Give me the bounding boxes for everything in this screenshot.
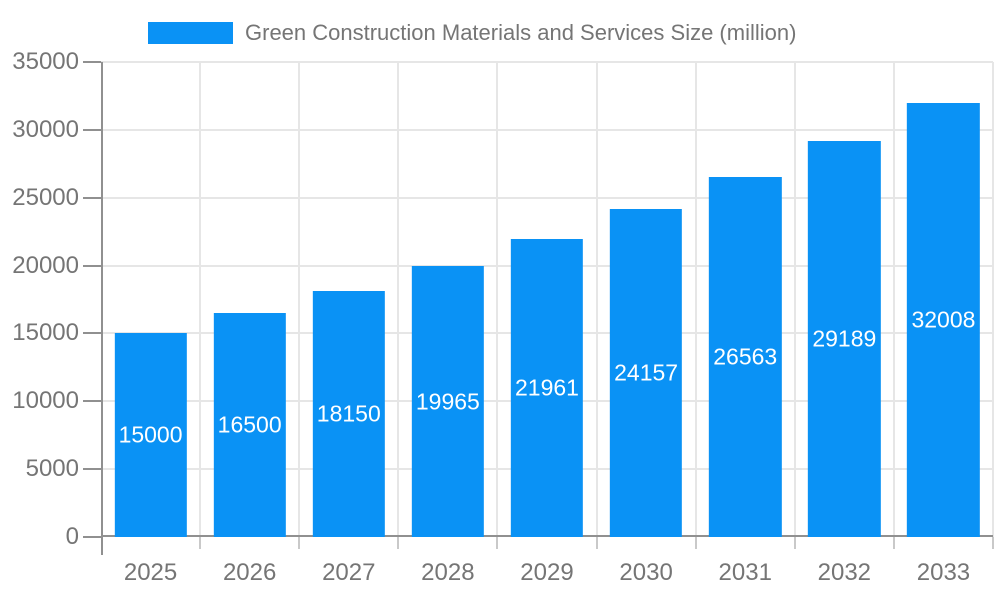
v-gridline [199, 62, 202, 537]
v-gridline [397, 62, 400, 537]
h-gridline [101, 128, 993, 131]
bar[interactable]: 29189 [808, 140, 881, 537]
x-axis-label: 2026 [222, 559, 277, 586]
y-axis-label: 35000 [12, 48, 79, 75]
bar[interactable]: 18150 [312, 290, 385, 537]
y-axis-label: 0 [65, 523, 79, 550]
x-axis-tick [892, 537, 895, 549]
x-axis-tick [595, 537, 598, 549]
bar-value-label: 32008 [911, 306, 976, 333]
x-axis-label: 2029 [520, 559, 574, 586]
bar[interactable]: 24157 [609, 209, 683, 537]
plot-area: 0 5000 10000 15000 20000 25000 30000 35000 15000… [12, 48, 994, 586]
x-axis-label: 2032 [817, 559, 872, 586]
y-axis-label: 15000 [12, 319, 79, 347]
y-axis-tick [83, 264, 101, 267]
bar[interactable]: 16500 [213, 313, 286, 537]
x-axis-tick [992, 537, 994, 549]
bar-value-label: 18150 [316, 400, 381, 427]
bar-value-label: 19965 [415, 388, 480, 415]
legend-series-label: Green Construction Materials and Service… [245, 20, 797, 45]
y-axis-label: 25000 [12, 183, 79, 211]
v-gridline [595, 62, 598, 537]
h-gridline [101, 61, 993, 63]
y-axis-tick [83, 468, 101, 471]
y-axis-tick [83, 332, 101, 335]
bar-value-label: 15000 [118, 421, 183, 448]
bar[interactable]: 26563 [709, 176, 782, 537]
bar-value-label: 29189 [812, 325, 877, 352]
v-gridline [992, 62, 994, 537]
x-axis-tick [694, 537, 697, 549]
x-axis-tick [298, 537, 301, 549]
x-axis-label: 2028 [421, 559, 475, 586]
bar[interactable]: 32008 [907, 102, 980, 537]
legend-swatch [148, 22, 233, 44]
bar[interactable]: 15000 [114, 333, 187, 537]
y-axis-tick [83, 128, 101, 131]
y-axis-line [101, 62, 103, 555]
y-axis-label: 20000 [12, 251, 79, 279]
bar[interactable]: 21961 [510, 238, 584, 537]
y-axis-tick [83, 400, 101, 403]
y-axis-tick [83, 61, 101, 63]
bar-value-label: 21961 [515, 374, 579, 401]
x-axis-tick [496, 537, 499, 549]
x-axis-tick [793, 537, 796, 549]
h-gridline [101, 196, 993, 199]
v-gridline [793, 62, 796, 537]
bar-value-label: 26563 [713, 343, 778, 370]
y-axis-tick [83, 196, 101, 199]
v-gridline [892, 62, 895, 537]
x-axis-tick [199, 537, 202, 549]
x-axis-tick [397, 537, 400, 549]
bar[interactable]: 19965 [411, 266, 485, 537]
bar-value-label: 16500 [217, 411, 282, 438]
v-gridline [496, 62, 499, 537]
legend[interactable]: Green Construction Materials and Service… [148, 20, 796, 46]
x-axis-label: 2025 [123, 559, 178, 586]
y-axis-tick [83, 536, 101, 538]
x-axis-label: 2030 [619, 559, 673, 586]
x-axis-label: 2031 [718, 559, 772, 586]
v-gridline [298, 62, 301, 537]
v-gridline [694, 62, 697, 537]
y-axis-label: 30000 [12, 115, 79, 143]
y-axis-label: 5000 [25, 455, 79, 483]
bar-value-label: 24157 [614, 359, 679, 386]
y-axis-label: 10000 [12, 387, 79, 415]
x-axis-label: 2033 [916, 559, 971, 586]
x-axis-label: 2027 [322, 559, 376, 586]
